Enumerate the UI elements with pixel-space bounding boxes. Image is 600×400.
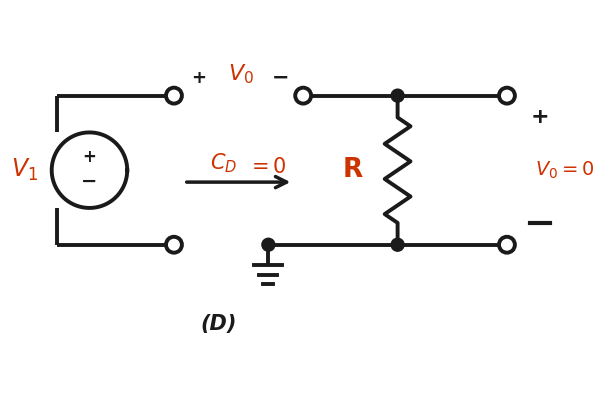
Circle shape [499, 88, 515, 104]
Text: −: − [81, 172, 98, 191]
Circle shape [262, 238, 275, 251]
Circle shape [166, 88, 182, 104]
Text: $V_0 = 0$: $V_0 = 0$ [535, 160, 595, 181]
Text: +: + [530, 108, 549, 128]
Text: −: − [272, 68, 289, 88]
Circle shape [391, 238, 404, 251]
Circle shape [295, 88, 311, 104]
Text: (D): (D) [200, 314, 237, 334]
Text: +: + [191, 69, 206, 87]
Text: $V_1$: $V_1$ [11, 157, 38, 183]
Circle shape [391, 89, 404, 102]
Text: $= 0$: $= 0$ [247, 157, 286, 177]
Text: $V_0$: $V_0$ [227, 62, 254, 86]
Circle shape [499, 237, 515, 253]
Text: $C_{D}$: $C_{D}$ [210, 152, 237, 175]
Circle shape [166, 237, 182, 253]
Text: +: + [83, 148, 97, 166]
Text: R: R [343, 157, 363, 183]
